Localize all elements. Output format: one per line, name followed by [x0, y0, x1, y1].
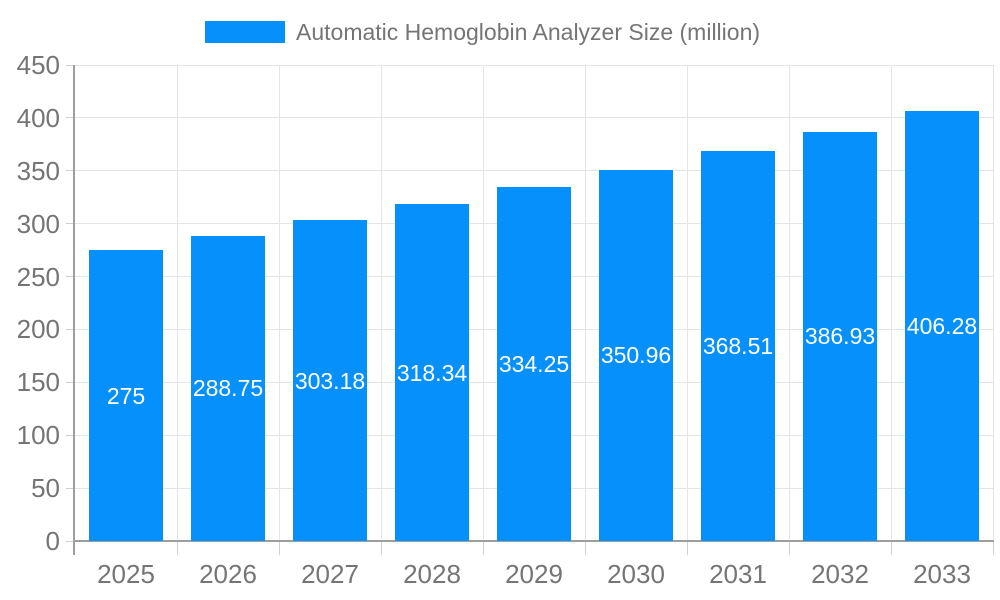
bar[interactable] — [191, 235, 265, 541]
y-axis-tick — [66, 170, 75, 172]
x-gridline — [992, 65, 994, 541]
bar[interactable] — [905, 111, 979, 541]
x-gridline — [686, 65, 688, 541]
legend-swatch — [205, 21, 285, 43]
bar-value-label: 350.96 — [600, 342, 672, 369]
bar-value-label: 334.25 — [498, 351, 570, 378]
x-gridline — [380, 65, 382, 541]
y-axis-tick — [66, 117, 75, 119]
x-axis-tick — [380, 542, 382, 555]
y-gridline — [75, 170, 993, 172]
y-axis-tick — [66, 434, 75, 436]
y-axis-label: 350 — [16, 155, 60, 186]
x-axis-label: 2033 — [913, 559, 971, 589]
x-gridline — [482, 65, 484, 541]
x-axis-line — [73, 540, 994, 542]
legend-label: Automatic Hemoglobin Analyzer Size (mill… — [296, 19, 761, 45]
y-axis-tick — [66, 328, 75, 330]
y-axis-tick — [66, 540, 75, 542]
y-axis-label: 450 — [16, 50, 60, 80]
y-axis-tick — [66, 276, 75, 278]
x-axis-label: 2027 — [301, 559, 359, 589]
y-axis-tick — [66, 381, 75, 383]
bar[interactable] — [497, 187, 571, 541]
x-axis-tick — [176, 542, 178, 555]
y-axis-label: 300 — [16, 208, 60, 239]
x-axis-tick — [482, 542, 484, 555]
x-gridline — [788, 65, 790, 541]
x-axis-tick — [992, 542, 994, 555]
y-axis-tick — [66, 223, 75, 225]
bar[interactable] — [599, 169, 673, 541]
x-axis-label: 2028 — [403, 559, 461, 589]
x-gridline — [584, 65, 586, 541]
bar[interactable] — [803, 131, 877, 541]
x-axis-label: 2025 — [97, 559, 155, 589]
y-axis-label: 200 — [16, 314, 60, 345]
y-axis-label: 250 — [16, 261, 60, 292]
bar-value-label: 303.18 — [294, 367, 366, 394]
x-axis-label: 2026 — [199, 559, 257, 589]
bar-value-label: 368.51 — [702, 333, 774, 360]
y-axis-label: 50 — [31, 473, 60, 504]
x-axis-tick — [890, 542, 892, 555]
y-gridline — [75, 117, 993, 119]
bar[interactable] — [395, 204, 469, 541]
x-axis-tick — [788, 542, 790, 555]
bar[interactable] — [701, 151, 775, 541]
x-axis-label: 2032 — [811, 559, 869, 589]
y-axis-label: 0 — [45, 526, 60, 556]
x-axis-label: 2030 — [607, 559, 665, 589]
x-gridline — [176, 65, 178, 541]
x-axis-tick — [278, 542, 280, 555]
x-axis-label: 2031 — [709, 559, 767, 589]
bar-value-label: 288.75 — [192, 375, 264, 402]
x-axis-tick — [686, 542, 688, 555]
legend-item[interactable]: Automatic Hemoglobin Analyzer Size (mill… — [205, 20, 760, 44]
y-axis-label: 400 — [16, 102, 60, 133]
y-axis-label: 150 — [16, 367, 60, 398]
x-gridline — [278, 65, 280, 541]
bar[interactable] — [89, 250, 163, 541]
y-axis-tick — [66, 487, 75, 489]
x-axis-label: 2029 — [505, 559, 563, 589]
bar[interactable] — [293, 220, 367, 541]
bar-value-label: 318.34 — [396, 359, 468, 386]
y-gridline — [75, 64, 993, 66]
y-axis-label: 100 — [16, 420, 60, 451]
x-gridline — [890, 65, 892, 541]
bar-value-label: 275 — [106, 382, 146, 409]
x-axis-tick — [584, 542, 586, 555]
bar-value-label: 386.93 — [804, 323, 876, 350]
y-axis-line — [73, 65, 75, 555]
y-axis-tick — [66, 64, 75, 66]
bar-value-label: 406.28 — [906, 313, 978, 340]
